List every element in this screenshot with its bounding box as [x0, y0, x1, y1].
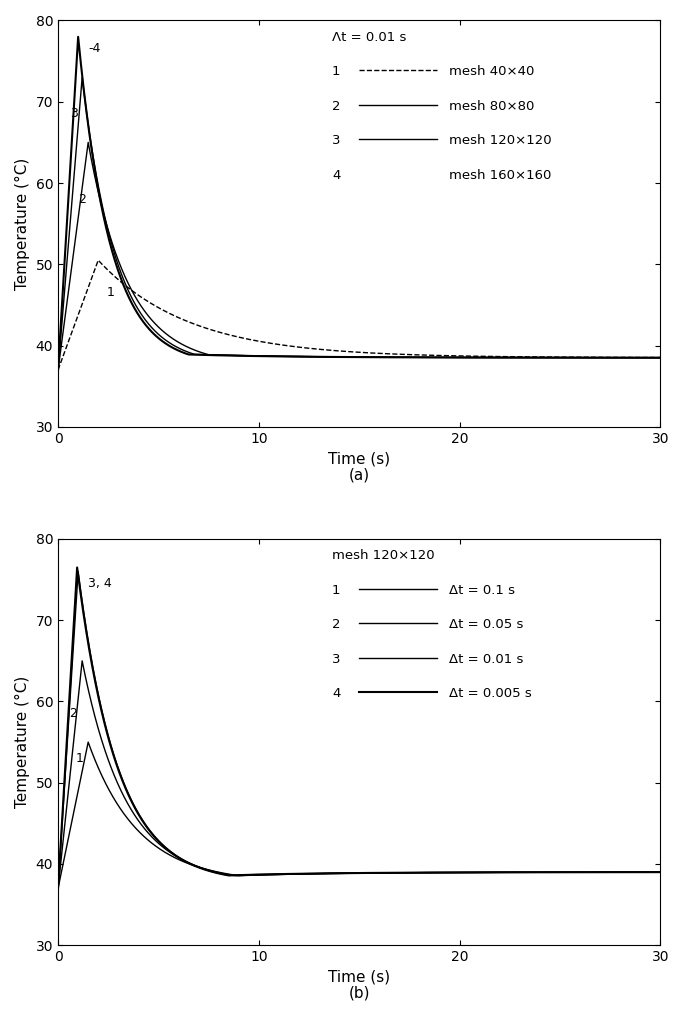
X-axis label: Time (s): Time (s) [328, 451, 390, 466]
Text: 2: 2 [332, 100, 341, 112]
Text: 1: 1 [332, 584, 341, 596]
Text: 1: 1 [332, 65, 341, 78]
Text: Δt = 0.1 s: Δt = 0.1 s [449, 584, 516, 596]
Text: 1: 1 [106, 286, 114, 299]
Text: mesh 120×120: mesh 120×120 [332, 549, 434, 562]
Text: 3: 3 [70, 107, 78, 121]
Text: 2: 2 [78, 193, 86, 205]
Text: 3: 3 [332, 134, 341, 148]
Text: Δt = 0.01 s: Δt = 0.01 s [449, 652, 524, 666]
Text: (b): (b) [348, 986, 370, 1001]
Text: 4: 4 [332, 169, 341, 182]
Text: Λt = 0.01 s: Λt = 0.01 s [332, 31, 406, 43]
Text: 2: 2 [69, 707, 77, 720]
Text: Δt = 0.05 s: Δt = 0.05 s [449, 618, 524, 632]
Y-axis label: Temperature (°C): Temperature (°C) [15, 158, 30, 290]
Text: 1: 1 [76, 752, 84, 765]
Y-axis label: Temperature (°C): Temperature (°C) [15, 676, 30, 808]
Text: 3: 3 [332, 652, 341, 666]
Text: 2: 2 [332, 618, 341, 632]
Text: mesh 160×160: mesh 160×160 [449, 169, 552, 182]
Text: mesh 40×40: mesh 40×40 [449, 65, 535, 78]
Text: 4: 4 [332, 687, 341, 701]
Text: Δt = 0.005 s: Δt = 0.005 s [449, 687, 532, 701]
Text: mesh 80×80: mesh 80×80 [449, 100, 535, 112]
X-axis label: Time (s): Time (s) [328, 970, 390, 985]
Text: (a): (a) [349, 467, 370, 482]
Text: mesh 120×120: mesh 120×120 [449, 134, 552, 148]
Text: 3, 4: 3, 4 [88, 577, 112, 590]
Text: -4: -4 [88, 42, 101, 56]
